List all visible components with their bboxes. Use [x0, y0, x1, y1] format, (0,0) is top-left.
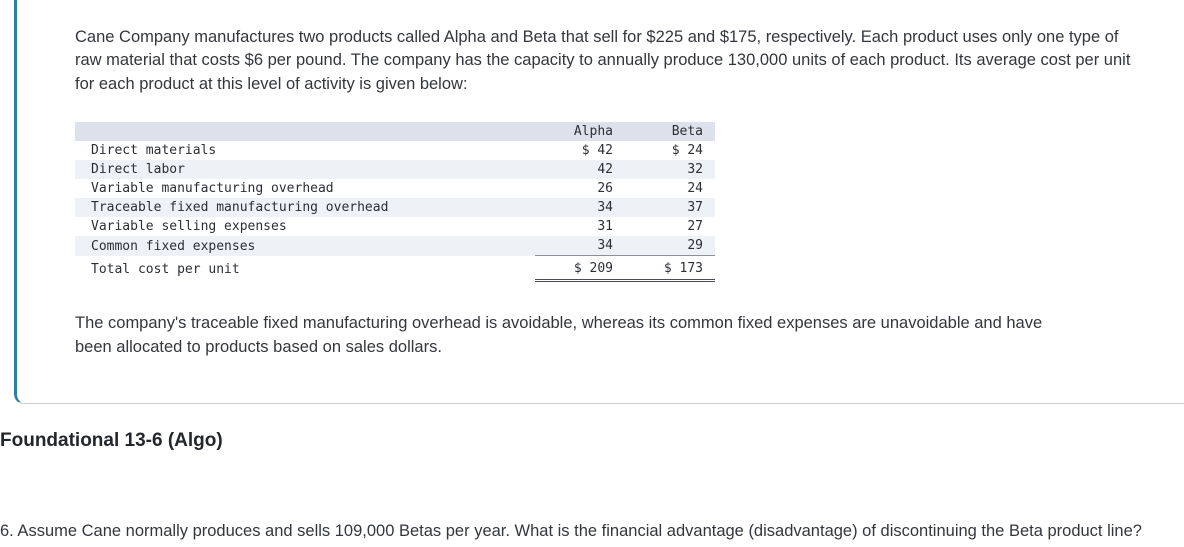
row-label: Traceable fixed manufacturing overhead	[91, 200, 389, 216]
row-label: Variable selling expenses	[91, 219, 287, 235]
row-label: Direct labor	[91, 162, 185, 178]
question-text: 6. Assume Cane normally produces and sel…	[0, 522, 1142, 541]
table-row: Direct labor 42 32	[75, 160, 715, 180]
row-label: Total cost per unit	[91, 261, 240, 277]
table-row: Traceable fixed manufacturing overhead 3…	[75, 198, 715, 218]
alpha-value: 26	[597, 181, 613, 197]
note-paragraph: The company's traceable fixed manufactur…	[75, 314, 1043, 356]
cost-per-unit-table: Alpha Beta Direct materials $ 42 $ 24 Di…	[75, 122, 715, 283]
row-label: Common fixed expenses	[91, 238, 256, 254]
table-row: Common fixed expenses 34 29	[75, 236, 715, 257]
total-row: Total cost per unit $ 209 $ 173	[75, 255, 715, 283]
alpha-total: $ 209	[535, 255, 625, 283]
section-heading: Foundational 13-6 (Algo)	[0, 430, 223, 452]
column-header-beta: Beta	[671, 124, 703, 140]
table-row: Direct materials $ 42 $ 24	[75, 141, 715, 160]
beta-value: $ 24	[671, 143, 703, 159]
beta-value: 29	[625, 236, 715, 257]
table-row: Variable manufacturing overhead 26 24	[75, 179, 715, 198]
alpha-value: 34	[535, 236, 625, 257]
column-header-blank	[75, 122, 535, 141]
beta-value: 37	[687, 200, 703, 216]
beta-total: $ 173	[625, 255, 715, 283]
column-header-alpha: Alpha	[573, 124, 613, 140]
intro-paragraph: Cane Company manufactures two products c…	[75, 28, 1131, 93]
alpha-value: 31	[597, 219, 613, 235]
beta-value: 32	[687, 162, 703, 178]
alpha-value: 34	[597, 200, 613, 216]
alpha-value: 42	[597, 162, 613, 178]
beta-value: 24	[687, 181, 703, 197]
beta-value: 27	[687, 219, 703, 235]
table-row: Variable selling expenses 31 27	[75, 217, 715, 236]
problem-card: Cane Company manufactures two products c…	[14, 0, 1184, 405]
row-label: Variable manufacturing overhead	[91, 181, 334, 197]
row-label: Direct materials	[91, 143, 217, 159]
alpha-value: $ 42	[581, 143, 613, 159]
table-header-row: Alpha Beta	[75, 122, 715, 142]
